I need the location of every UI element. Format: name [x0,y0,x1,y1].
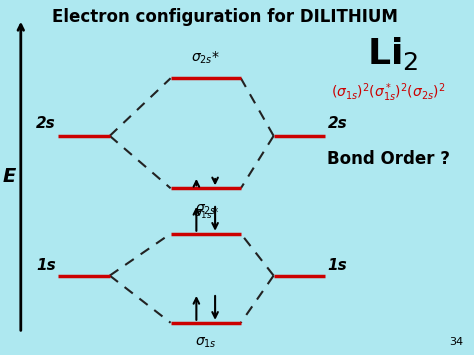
Text: $\sigma_{2s}$*: $\sigma_{2s}$* [191,50,220,66]
Text: $\sigma_{1s}$*: $\sigma_{1s}$* [192,206,219,221]
Text: 2s: 2s [328,116,347,131]
Text: Bond Order ?: Bond Order ? [327,149,450,168]
Text: $\sigma_{2s}$: $\sigma_{2s}$ [195,202,217,217]
Text: Electron configuration for DILITHIUM: Electron configuration for DILITHIUM [52,9,397,26]
Text: $\sigma_{1s}$: $\sigma_{1s}$ [195,336,217,350]
Text: Li$_2$: Li$_2$ [367,35,419,72]
Text: 1s: 1s [36,258,56,273]
Text: $(\sigma_{1s})^2(\sigma_{1s}^*)^2(\sigma_{2s})^2$: $(\sigma_{1s})^2(\sigma_{1s}^*)^2(\sigma… [331,81,446,104]
Text: 34: 34 [449,337,463,347]
Text: E: E [2,166,16,186]
Text: 1s: 1s [328,258,347,273]
Text: 2s: 2s [36,116,56,131]
